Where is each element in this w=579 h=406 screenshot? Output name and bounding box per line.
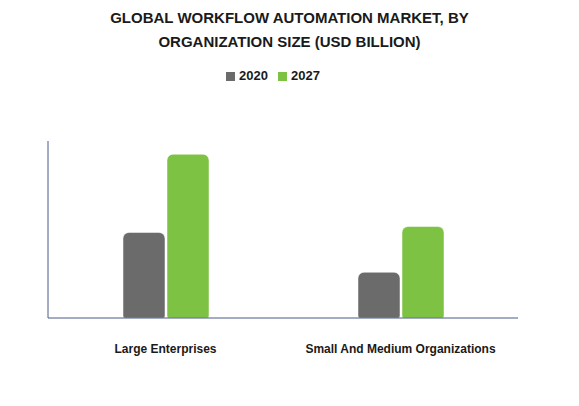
html-text:2027: 2027: [291, 68, 320, 83]
html-text:GLOBAL WORKFLOW AUTOMATION MAR: GLOBAL WORKFLOW AUTOMATION MARKET, BY OR…: [110, 9, 469, 50]
html-text:2020: 2020: [239, 68, 268, 83]
svg-text:Small And Medium Organizations: Small And Medium Organizations: [305, 342, 496, 356]
svg-text:Large Enterprises: Large Enterprises: [114, 342, 216, 356]
